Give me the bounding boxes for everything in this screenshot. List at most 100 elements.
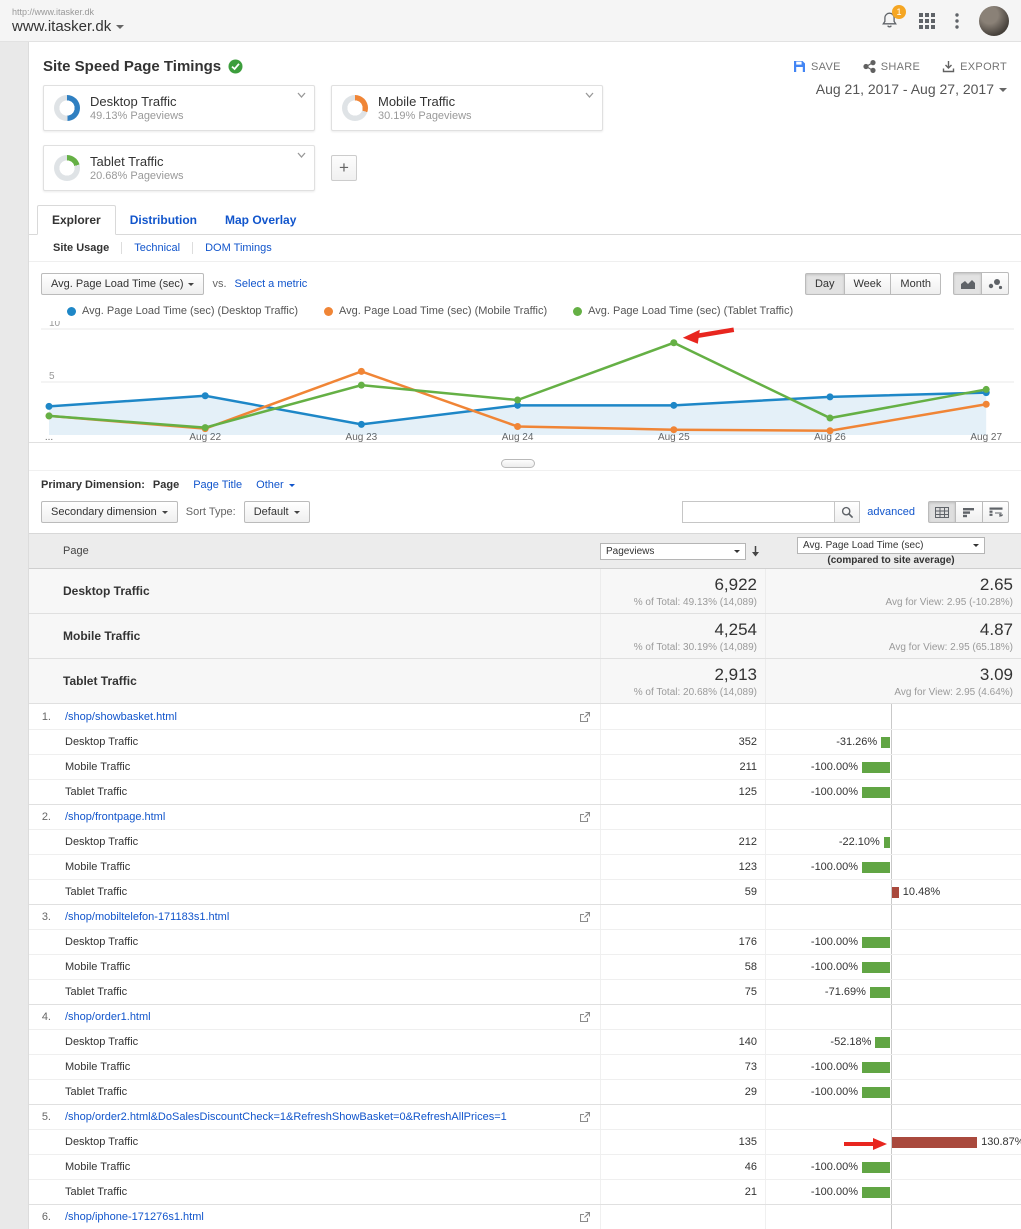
segment-card-tablet[interactable]: Tablet Traffic 20.68% Pageviews <box>43 145 315 191</box>
chart-shape <box>826 427 834 435</box>
delta-value: -71.69% <box>824 986 866 998</box>
segment-label: Mobile Traffic <box>65 1061 131 1073</box>
advanced-search-link[interactable]: advanced <box>867 506 915 518</box>
chevron-down-icon[interactable] <box>585 92 594 98</box>
account-switcher[interactable]: www.itasker.dk <box>12 18 125 35</box>
overflow-menu-button[interactable] <box>955 12 959 29</box>
share-button[interactable]: SHARE <box>863 60 920 73</box>
select-metric-link[interactable]: Select a metric <box>234 277 308 290</box>
segment-card-mobile[interactable]: Mobile Traffic 30.19% Pageviews <box>331 85 603 131</box>
pageviews-value: 352 <box>600 730 765 754</box>
granularity-day[interactable]: Day <box>804 272 844 295</box>
legend-item[interactable]: Avg. Page Load Time (sec) (Desktop Traff… <box>67 305 298 317</box>
column-header-page: Page <box>63 545 89 557</box>
zero-axis-line <box>891 855 892 879</box>
subtab-technical[interactable]: Technical <box>121 242 192 254</box>
pivot-view-button[interactable] <box>982 501 1009 523</box>
pageviews-total: 2,913 <box>714 664 757 684</box>
table-body: 1. /shop/showbasket.html Desktop Traffic 35… <box>29 704 1021 1229</box>
pageviews-column-selector[interactable]: Pageviews <box>600 542 746 560</box>
metric-selector[interactable]: Avg. Page Load Time (sec) <box>41 272 205 295</box>
chart-label: Aug 26 <box>814 432 846 443</box>
pageviews-value: 176 <box>600 930 765 954</box>
tab-distribution[interactable]: Distribution <box>129 213 198 227</box>
open-page-button[interactable] <box>580 912 590 922</box>
line-chart-button[interactable] <box>953 272 981 295</box>
add-segment-button[interactable]: + <box>331 155 357 181</box>
zero-axis-line <box>891 955 892 979</box>
subtab-site-usage[interactable]: Site Usage <box>53 242 110 254</box>
pageviews-value: 212 <box>600 830 765 854</box>
chart-label: ... <box>45 432 53 443</box>
sort-descending-icon[interactable] <box>751 545 760 557</box>
metric-column-selector[interactable]: Avg. Page Load Time (sec) <box>797 536 985 554</box>
page-url-link[interactable]: /shop/order2.html&DoSalesDiscountCheck=1… <box>65 1111 507 1123</box>
apps-grid-button[interactable] <box>919 12 935 29</box>
page-url-link[interactable]: /shop/frontpage.html <box>65 811 166 823</box>
metric-group-tabs: Site Usage Technical DOM Timings <box>29 235 1021 262</box>
secondary-dimension-button[interactable]: Secondary dimension <box>41 501 178 523</box>
chart-scrubber-handle[interactable] <box>501 459 535 468</box>
chart-shape <box>670 426 678 434</box>
summary-metric-cell: 3.09 Avg for View: 2.95 (4.64%) <box>765 659 1021 703</box>
search-button[interactable] <box>834 501 861 523</box>
legend-item[interactable]: Avg. Page Load Time (sec) (Tablet Traffi… <box>573 305 793 317</box>
chart-label: Aug 24 <box>502 432 534 443</box>
page-url-link[interactable]: /shop/mobiltelefon-171183s1.html <box>65 911 230 923</box>
tab-map-overlay[interactable]: Map Overlay <box>225 213 297 227</box>
open-page-button[interactable] <box>580 1012 590 1022</box>
primary-dimension-label: Primary Dimension: <box>41 479 145 491</box>
table-row: Tablet Traffic 59 10.48% <box>29 879 1021 904</box>
comparison-view-button[interactable] <box>955 501 982 523</box>
line-chart: 5 10... Aug 22 Aug 23 Aug 24 Aug 25 Aug 26 Aug … <box>29 318 1021 443</box>
metric-cell: -100.00% <box>765 930 1021 954</box>
caret-down-icon <box>999 88 1007 96</box>
chart-label: Aug 25 <box>658 432 690 443</box>
sort-type-button[interactable]: Default <box>243 501 310 523</box>
metric-cell: 130.87% <box>765 1130 1021 1154</box>
save-button[interactable]: SAVE <box>793 60 841 73</box>
granularity-week[interactable]: Week <box>843 272 891 295</box>
open-in-new-icon <box>580 711 590 722</box>
notifications-button[interactable]: 1 <box>880 5 906 30</box>
annotation-arrow-icon <box>844 1138 887 1150</box>
chart-shape <box>826 414 834 422</box>
search-input[interactable] <box>682 501 835 523</box>
dimension-other[interactable]: Other <box>256 479 295 491</box>
motion-chart-button[interactable] <box>981 272 1009 295</box>
legend-item[interactable]: Avg. Page Load Time (sec) (Mobile Traffi… <box>324 305 547 317</box>
table-row: Desktop Traffic 212 -22.10% <box>29 829 1021 854</box>
delta-value: -100.00% <box>810 1061 858 1073</box>
dimension-page-title[interactable]: Page Title <box>193 479 243 491</box>
page-url-link[interactable]: /shop/order1.html <box>65 1011 151 1023</box>
metric-average: 2.65 <box>979 574 1013 594</box>
tab-explorer[interactable]: Explorer <box>37 205 116 235</box>
summary-metric-cell: 2.65 Avg for View: 2.95 (-10.28%) <box>765 569 1021 613</box>
vs-label: vs. <box>212 277 227 290</box>
dimension-page[interactable]: Page <box>152 479 180 491</box>
open-page-button[interactable] <box>580 711 590 722</box>
chart-label: Aug 23 <box>346 432 378 443</box>
subtab-dom-timings[interactable]: DOM Timings <box>192 242 284 254</box>
open-page-button[interactable] <box>580 812 590 822</box>
page-url-link[interactable]: /shop/iphone-171276s1.html <box>65 1211 204 1223</box>
delta-value: -100.00% <box>810 936 858 948</box>
data-table-view-button[interactable] <box>928 501 955 523</box>
segment-card-desktop[interactable]: Desktop Traffic 49.13% Pageviews <box>43 85 315 131</box>
delta-value: -52.18% <box>830 1036 872 1048</box>
segment-label: Mobile Traffic <box>65 961 131 973</box>
granularity-month[interactable]: Month <box>890 272 941 295</box>
open-page-button[interactable] <box>580 1112 590 1122</box>
chevron-down-icon[interactable] <box>297 152 306 158</box>
chevron-down-icon[interactable] <box>297 92 306 98</box>
pageviews-cell <box>600 1205 765 1229</box>
chart-shape <box>670 401 678 409</box>
zero-axis-line <box>891 1180 892 1204</box>
page-url-link[interactable]: /shop/showbasket.html <box>65 710 177 723</box>
date-range-selector[interactable]: Aug 21, 2017 - Aug 27, 2017 <box>816 81 1007 97</box>
export-button[interactable]: EXPORT <box>942 60 1007 73</box>
avatar[interactable] <box>979 5 1009 36</box>
open-page-button[interactable] <box>580 1212 590 1222</box>
table-row: Tablet Traffic 75 -71.69% <box>29 979 1021 1004</box>
delta-value: -100.00% <box>810 786 858 798</box>
